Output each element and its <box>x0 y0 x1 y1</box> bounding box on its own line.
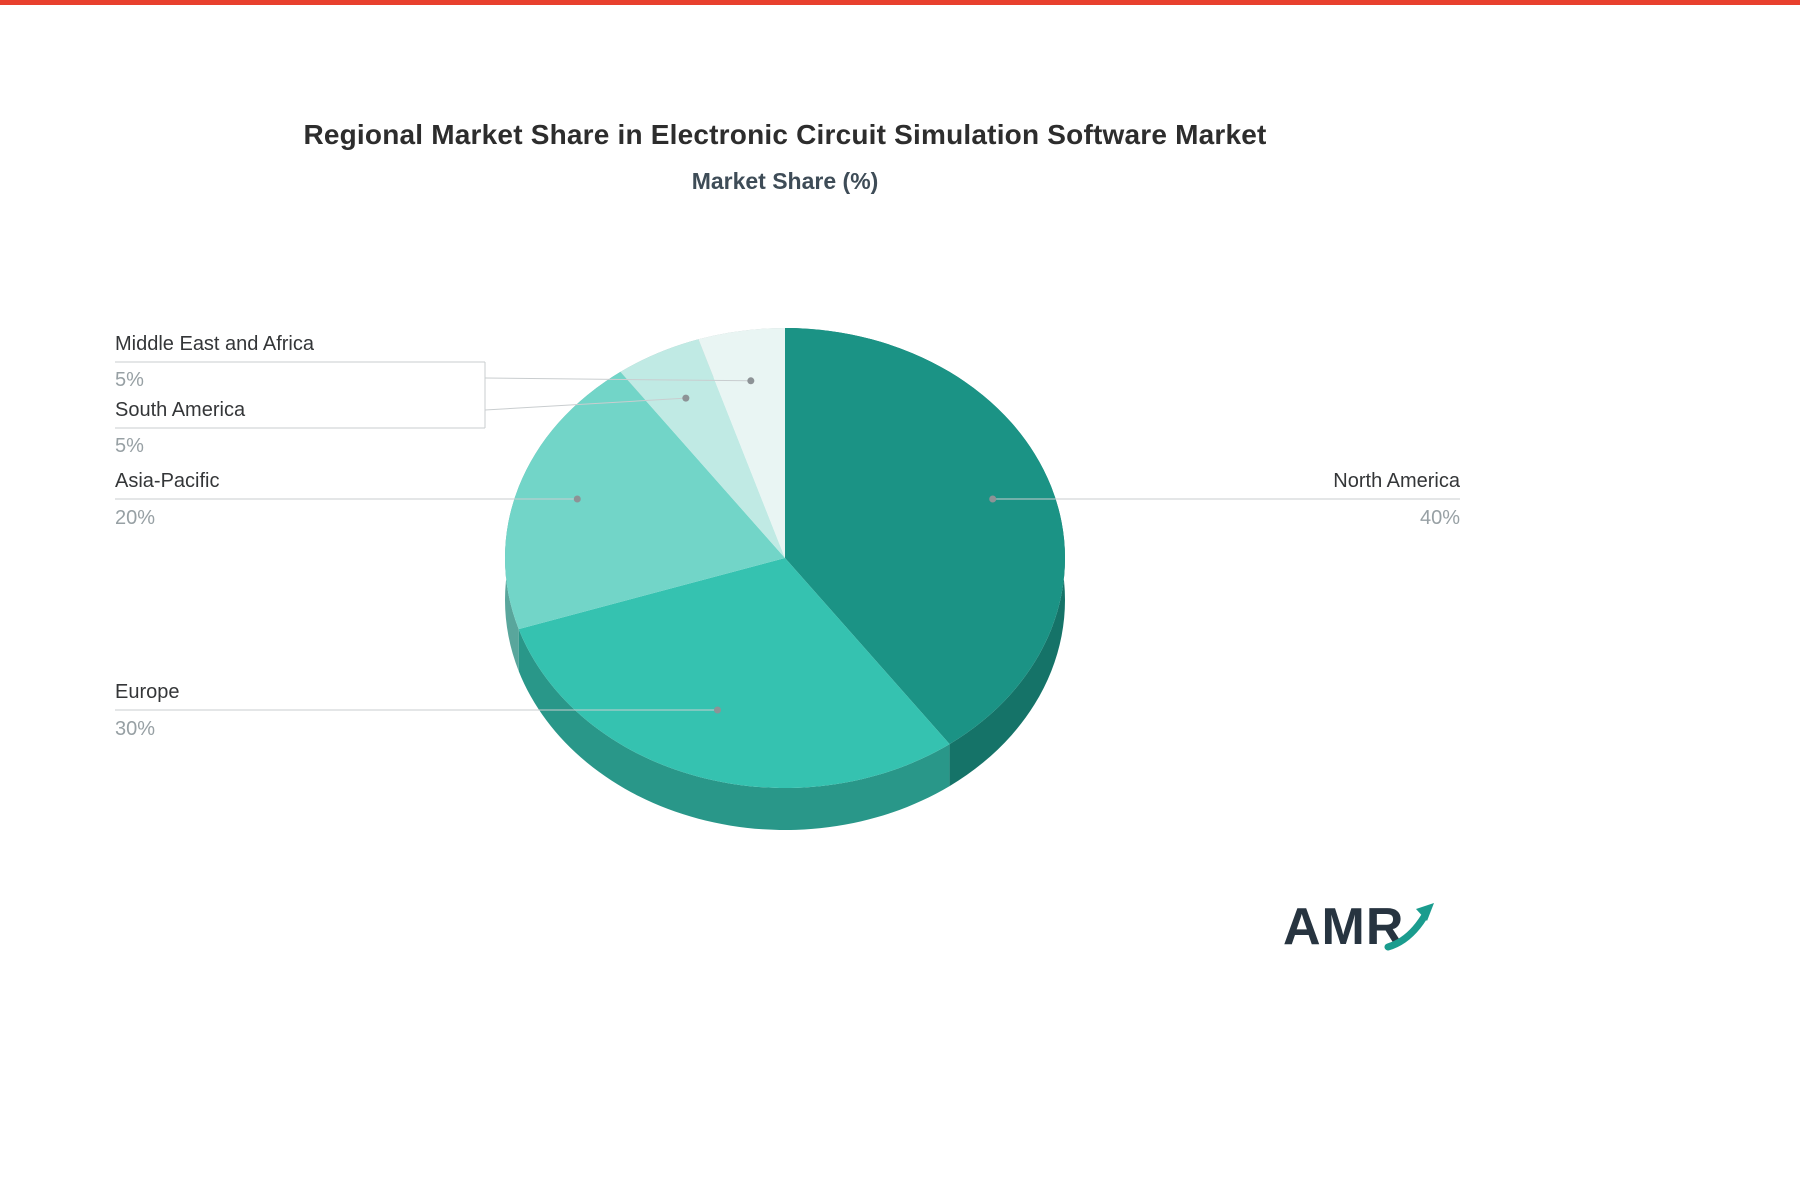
leader-dot-north-america <box>989 495 997 503</box>
callout-label-europe: Europe <box>115 681 180 703</box>
leader-dot-middle-east-and-africa <box>747 377 755 385</box>
amr-logo-text: AMR <box>1283 898 1405 956</box>
top-accent-bar <box>0 0 1800 5</box>
callout-value-north-america: 40% <box>1419 507 1460 529</box>
pie-slice-north-america <box>785 328 1065 745</box>
leader-line-middle-east-and-africa <box>484 377 751 382</box>
amr-logo: AMR <box>1283 897 1463 967</box>
callout-value-south-america: 5% <box>115 435 144 457</box>
leader-dot-south-america <box>682 394 690 402</box>
amr-logo-arrow-icon <box>1384 903 1434 951</box>
leader-dot-asia-pacific <box>573 495 581 503</box>
leader-dot-europe <box>714 706 722 714</box>
pie-slice-europe <box>518 558 950 789</box>
pie-slice-south-america <box>620 339 785 558</box>
pie-slice-middle-east-and-africa <box>698 328 785 558</box>
page-title: Regional Market Share in Electronic Circ… <box>303 119 1267 150</box>
pie-slice-side-europe <box>518 629 950 830</box>
callout-value-asia-pacific: 20% <box>115 507 156 529</box>
callout-label-south-america: South America <box>115 399 246 421</box>
pie-slice-asia-pacific <box>505 371 785 630</box>
chart-subtitle: Market Share (%) <box>691 168 879 194</box>
leader-line-south-america <box>484 397 686 411</box>
callout-label-asia-pacific: Asia-Pacific <box>115 470 220 492</box>
callout-label-middle-east-and-africa: Middle East and Africa <box>115 333 314 355</box>
callout-value-middle-east-and-africa: 5% <box>115 369 144 391</box>
callout-value-europe: 30% <box>115 718 156 740</box>
callout-label-north-america: North America <box>1333 470 1460 492</box>
